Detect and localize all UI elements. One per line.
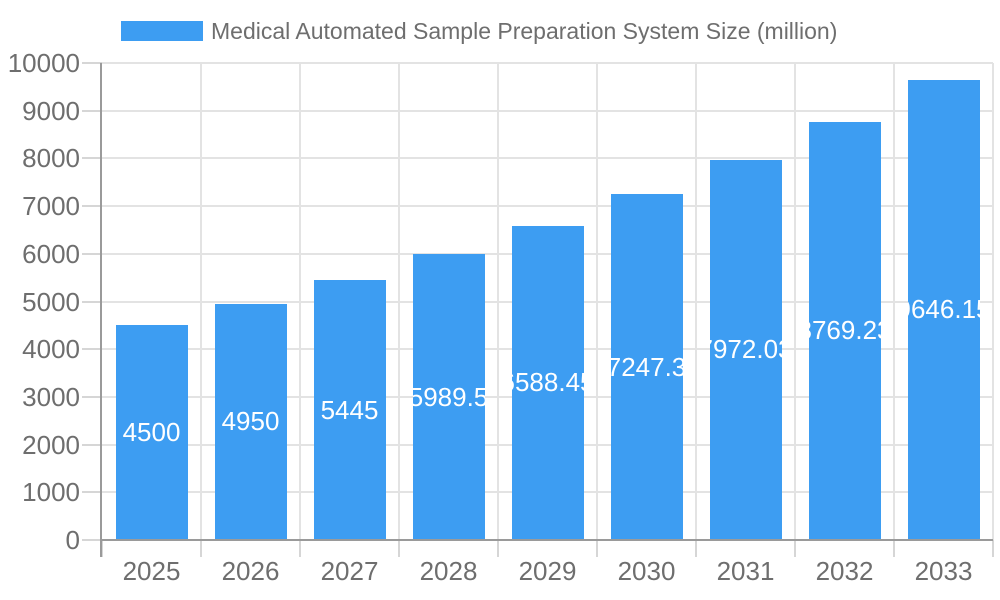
bar-2026[interactable]: 4950 [214,303,287,540]
x-axis-tick [794,540,796,557]
bar-2029[interactable]: 6588.45 [511,225,584,540]
bar-value-label: 6588.45 [512,367,584,398]
y-tick-label: 1000 [22,477,80,508]
gridline-v [893,63,895,540]
x-tick-label: 2031 [716,556,775,586]
x-axis-tick [596,540,598,557]
gridline-v [200,63,202,540]
x-axis-tick [497,540,499,557]
gridline-v [695,63,697,540]
y-tick-label: 9000 [22,95,80,126]
gridline-h [102,62,993,64]
y-axis-tick [82,395,102,398]
bar-value-label: 7247.3 [610,351,683,382]
bar-2027[interactable]: 5445 [313,280,386,540]
bar-value-label: 4950 [221,406,280,437]
y-axis-tick [82,157,102,160]
bar-2025[interactable]: 4500 [115,325,188,540]
y-axis-tick [82,348,102,351]
gridline-h [102,109,993,112]
x-tick-label: 2030 [617,556,676,586]
x-axis-tick [695,540,697,557]
x-tick-label: 2027 [320,556,379,586]
y-tick-label: 8000 [22,143,80,174]
x-axis-tick [101,540,103,557]
x-axis-tick [299,540,301,557]
x-tick-label: 2026 [221,556,280,586]
gridline-v [596,63,598,540]
y-axis-line [100,63,102,557]
gridline-h [102,157,993,160]
y-tick-label: 0 [65,525,80,555]
y-axis-tick [82,539,102,541]
bar-value-label: 5445 [320,394,379,425]
gridline-v [299,63,301,540]
x-axis-tick [200,540,202,557]
y-tick-label: 7000 [22,191,80,222]
x-tick-label: 2025 [122,556,181,586]
bar-value-label: 9646.15 [908,294,980,325]
gridline-v [398,63,400,540]
y-axis-tick [82,62,102,64]
x-axis-line [100,539,993,541]
x-tick-label: 2028 [419,556,478,586]
bar-2031[interactable]: 7972.03 [709,159,782,540]
legend[interactable]: Medical Automated Sample Preparation Sys… [121,13,837,49]
bar-value-label: 5989.5 [412,381,485,412]
x-tick-label: 2033 [914,556,973,586]
gridline-v [992,63,994,540]
x-axis-tick [398,540,400,557]
bar-value-label: 7972.03 [710,334,782,365]
y-axis-tick [82,300,102,303]
y-axis-tick [82,491,102,494]
y-axis-tick [82,252,102,255]
x-axis-tick [893,540,895,557]
bar-2032[interactable]: 8769.23 [808,121,881,540]
x-tick-label: 2029 [518,556,577,586]
bar-value-label: 8769.23 [809,315,881,346]
bar-2028[interactable]: 5989.5 [412,254,485,540]
y-tick-label: 4000 [22,334,80,365]
x-tick-label: 2032 [815,556,874,586]
x-axis-tick [992,540,994,557]
bar-2033[interactable]: 9646.15 [907,79,980,540]
plot-area: 4500 4950 5445 5989.5 6588.45 7247.3 7972.03 87… [102,62,994,540]
y-tick-label: 10000 [7,48,80,78]
y-tick-label: 5000 [22,286,80,317]
gridline-v [497,63,499,540]
gridline-h [102,205,993,208]
y-tick-label: 6000 [22,238,80,269]
bar-value-label: 4500 [122,417,181,448]
legend-label: Medical Automated Sample Preparation Sys… [211,17,838,44]
legend-swatch [121,21,203,41]
gridline-v [794,63,796,540]
y-axis-tick [82,443,102,446]
y-axis-tick [82,109,102,112]
y-axis-tick [82,205,102,208]
bar-2030[interactable]: 7247.3 [610,194,683,540]
y-tick-label: 2000 [22,429,80,460]
y-tick-label: 3000 [22,381,80,412]
